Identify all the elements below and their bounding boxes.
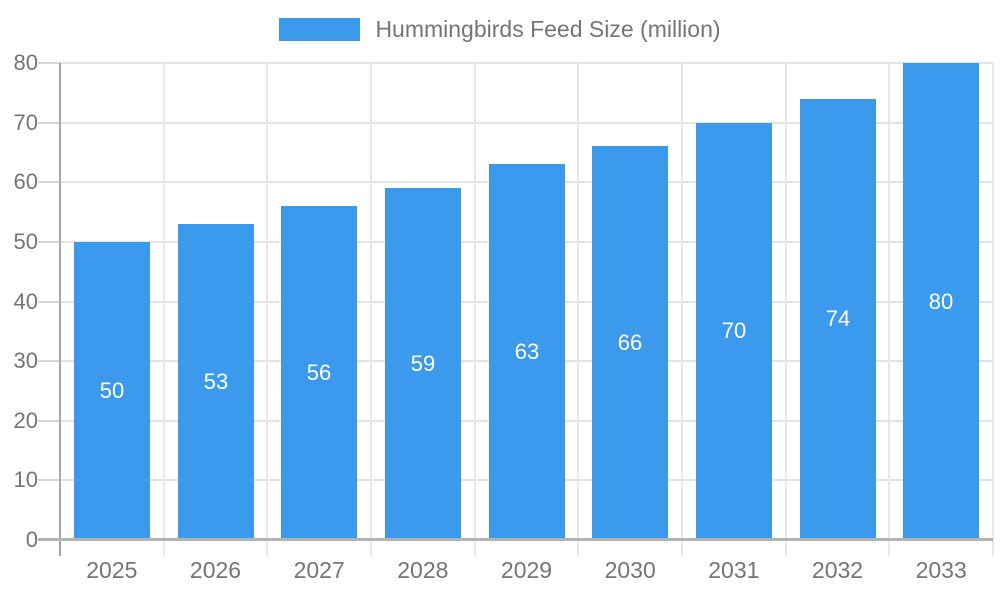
y-tick xyxy=(38,62,60,64)
bar-value-label: 53 xyxy=(203,369,229,394)
y-axis-label: 60 xyxy=(13,169,38,195)
y-tick xyxy=(38,419,60,422)
bar[interactable]: 80 xyxy=(903,63,979,540)
x-axis-label: 2028 xyxy=(397,557,449,583)
bar[interactable]: 70 xyxy=(696,122,772,540)
v-gridline xyxy=(785,63,787,556)
v-gridline xyxy=(370,63,372,556)
bar-value-label: 63 xyxy=(514,339,540,365)
y-tick xyxy=(38,360,60,363)
legend[interactable]: Hummingbirds Feed Size (million) xyxy=(0,16,1000,43)
v-gridline xyxy=(888,63,890,556)
legend-swatch xyxy=(279,18,361,41)
y-axis-labels: 0 10 20 30 40 50 60 70 80 xyxy=(0,50,38,552)
bar-value-label: 74 xyxy=(825,306,851,332)
y-axis-label: 0 xyxy=(25,527,38,552)
bar[interactable]: 50 xyxy=(74,241,150,540)
v-gridline xyxy=(474,63,476,556)
plot-area: 50 53 56 59 63 66 70 74 80 xyxy=(38,62,994,556)
x-axis-label: 2025 xyxy=(86,557,138,583)
bar[interactable]: 63 xyxy=(489,164,565,540)
x-axis-label: 2026 xyxy=(189,557,242,583)
bar-value-label: 80 xyxy=(928,288,954,314)
v-gridline xyxy=(266,63,268,556)
y-tick xyxy=(38,240,60,243)
bar[interactable]: 74 xyxy=(800,98,876,540)
y-axis-label: 10 xyxy=(13,467,38,493)
x-axis-label: 2032 xyxy=(811,557,864,583)
bar-value-label: 50 xyxy=(99,377,125,403)
bar-value-label: 70 xyxy=(721,318,747,344)
y-axis-label: 40 xyxy=(13,288,38,314)
bar[interactable]: 56 xyxy=(281,206,357,540)
v-gridline xyxy=(577,63,579,556)
bar-value-label: 66 xyxy=(617,330,643,356)
y-axis-label: 20 xyxy=(13,407,38,433)
y-axis-label: 30 xyxy=(13,348,38,374)
h-gridline xyxy=(60,121,993,124)
x-axis-label: 2027 xyxy=(293,557,345,583)
v-gridline xyxy=(992,63,994,556)
x-axis-baseline xyxy=(38,538,993,541)
h-gridline xyxy=(60,62,993,64)
v-gridline xyxy=(163,63,165,556)
bar[interactable]: 59 xyxy=(385,188,461,540)
x-axis-labels: 2025 2026 2027 2028 2029 2030 2031 2032 2033 xyxy=(60,553,993,593)
y-tick xyxy=(38,181,60,184)
y-axis-line xyxy=(59,63,61,556)
x-axis-label: 2030 xyxy=(604,557,656,583)
bar[interactable]: 53 xyxy=(178,224,254,540)
bar-value-label: 56 xyxy=(306,360,332,386)
y-tick xyxy=(38,121,60,124)
bar-value-label: 59 xyxy=(410,351,436,377)
y-tick xyxy=(38,300,60,303)
x-axis-label: 2031 xyxy=(708,557,760,583)
legend-label: Hummingbirds Feed Size (million) xyxy=(375,16,721,42)
y-axis-label: 50 xyxy=(13,228,38,254)
y-axis-label: 70 xyxy=(13,109,38,135)
x-axis-label: 2029 xyxy=(500,557,553,583)
bar[interactable]: 66 xyxy=(592,146,668,540)
v-gridline xyxy=(681,63,683,556)
y-axis-label: 80 xyxy=(13,50,38,75)
x-axis-label: 2033 xyxy=(915,557,967,583)
y-tick xyxy=(38,479,60,482)
